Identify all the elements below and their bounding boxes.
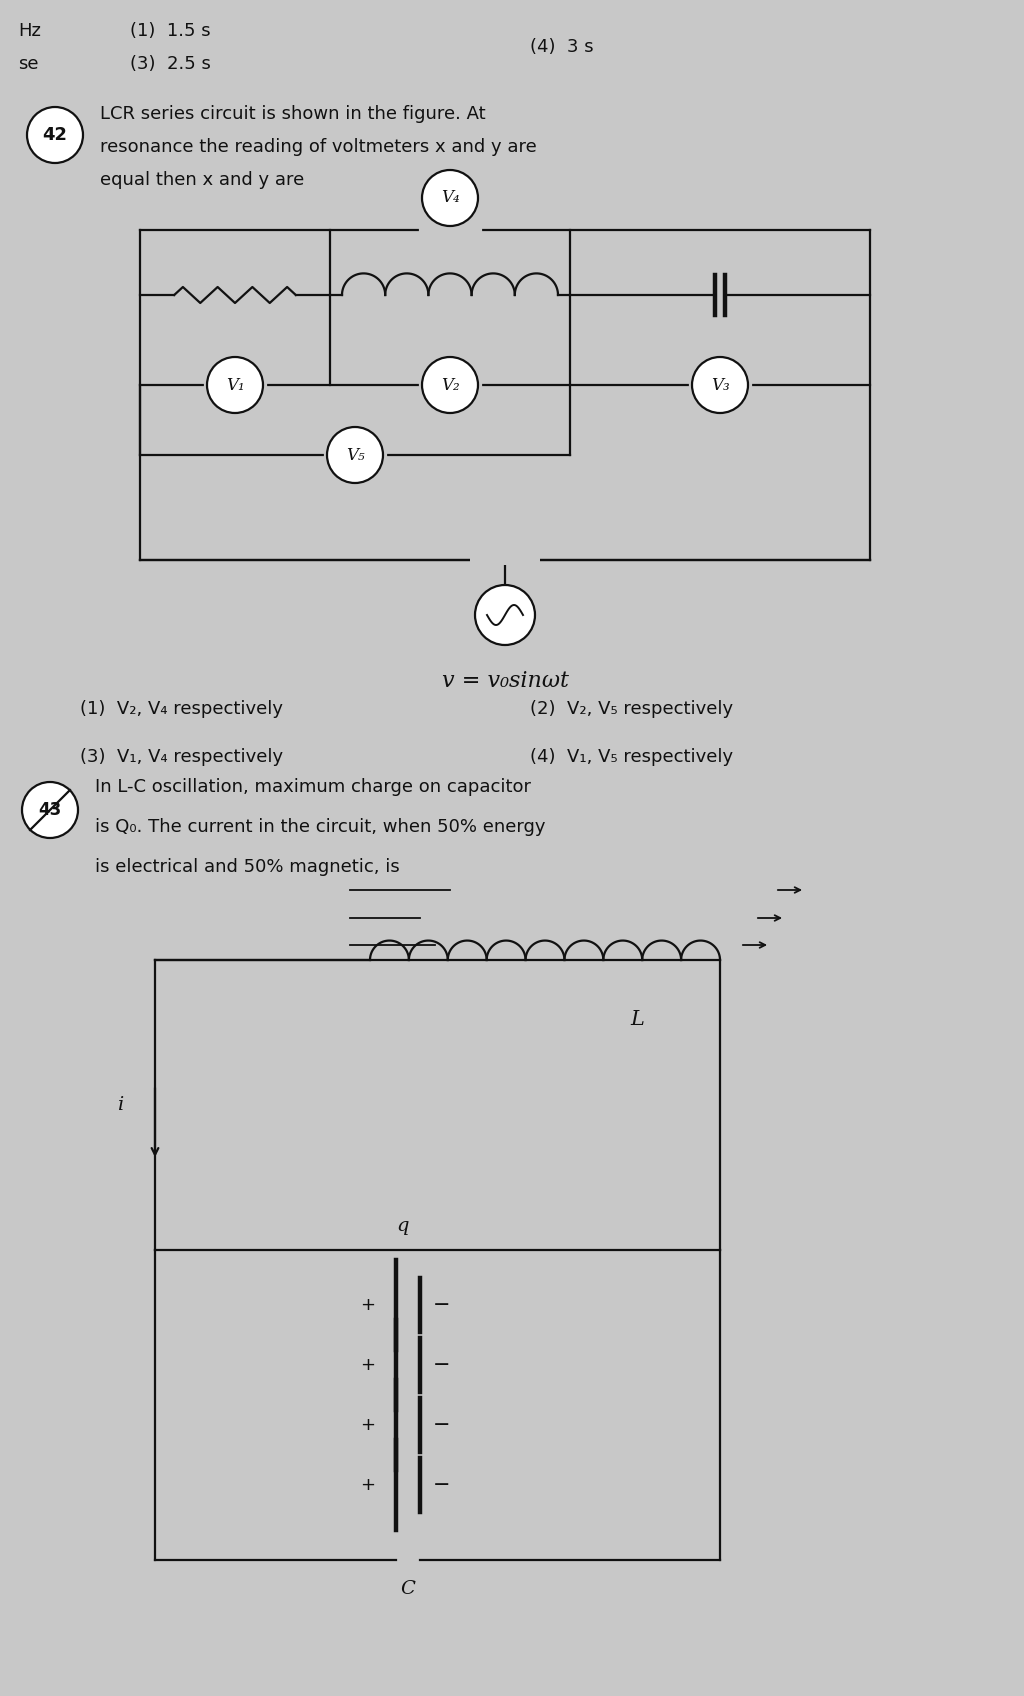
Text: is Q₀. The current in the circuit, when 50% energy: is Q₀. The current in the circuit, when … xyxy=(95,817,546,836)
Text: V₂: V₂ xyxy=(440,377,460,393)
Circle shape xyxy=(692,356,748,414)
Text: +: + xyxy=(360,1296,375,1314)
Text: (4)  3 s: (4) 3 s xyxy=(530,37,594,56)
Text: v = v₀sinωt: v = v₀sinωt xyxy=(441,670,568,692)
Text: (1)  1.5 s: (1) 1.5 s xyxy=(130,22,211,41)
Text: is electrical and 50% magnetic, is: is electrical and 50% magnetic, is xyxy=(95,858,399,877)
Text: −: − xyxy=(433,1355,451,1375)
Text: −: − xyxy=(433,1476,451,1494)
Circle shape xyxy=(475,585,535,644)
Text: (3)  V₁, V₄ respectively: (3) V₁, V₄ respectively xyxy=(80,748,283,767)
Circle shape xyxy=(327,427,383,483)
Text: 43: 43 xyxy=(38,801,61,819)
Circle shape xyxy=(27,107,83,163)
Text: Hz: Hz xyxy=(18,22,41,41)
Circle shape xyxy=(422,170,478,226)
Text: se: se xyxy=(18,54,39,73)
Text: LCR series circuit is shown in the figure. At: LCR series circuit is shown in the figur… xyxy=(100,105,485,124)
Text: resonance the reading of voltmeters x and y are: resonance the reading of voltmeters x an… xyxy=(100,137,537,156)
Circle shape xyxy=(22,782,78,838)
Text: equal then x and y are: equal then x and y are xyxy=(100,171,304,188)
Text: C: C xyxy=(400,1581,415,1598)
Text: V₃: V₃ xyxy=(711,377,729,393)
Text: In L-C oscillation, maximum charge on capacitor: In L-C oscillation, maximum charge on ca… xyxy=(95,778,531,795)
Text: V₁: V₁ xyxy=(225,377,245,393)
Text: −: − xyxy=(433,1414,451,1435)
Text: (4)  V₁, V₅ respectively: (4) V₁, V₅ respectively xyxy=(530,748,733,767)
Circle shape xyxy=(207,356,263,414)
Text: +: + xyxy=(360,1416,375,1435)
Text: (1)  V₂, V₄ respectively: (1) V₂, V₄ respectively xyxy=(80,700,283,717)
Text: V₅: V₅ xyxy=(346,446,365,463)
Text: +: + xyxy=(360,1357,375,1374)
Text: +: + xyxy=(360,1476,375,1494)
Text: 42: 42 xyxy=(43,126,68,144)
Circle shape xyxy=(422,356,478,414)
Text: −: − xyxy=(433,1296,451,1314)
Text: i: i xyxy=(117,1096,123,1114)
Text: V₄: V₄ xyxy=(440,190,460,207)
Text: L: L xyxy=(630,1011,644,1029)
Text: (3)  2.5 s: (3) 2.5 s xyxy=(130,54,211,73)
Text: (2)  V₂, V₅ respectively: (2) V₂, V₅ respectively xyxy=(530,700,733,717)
Text: q: q xyxy=(396,1218,409,1235)
